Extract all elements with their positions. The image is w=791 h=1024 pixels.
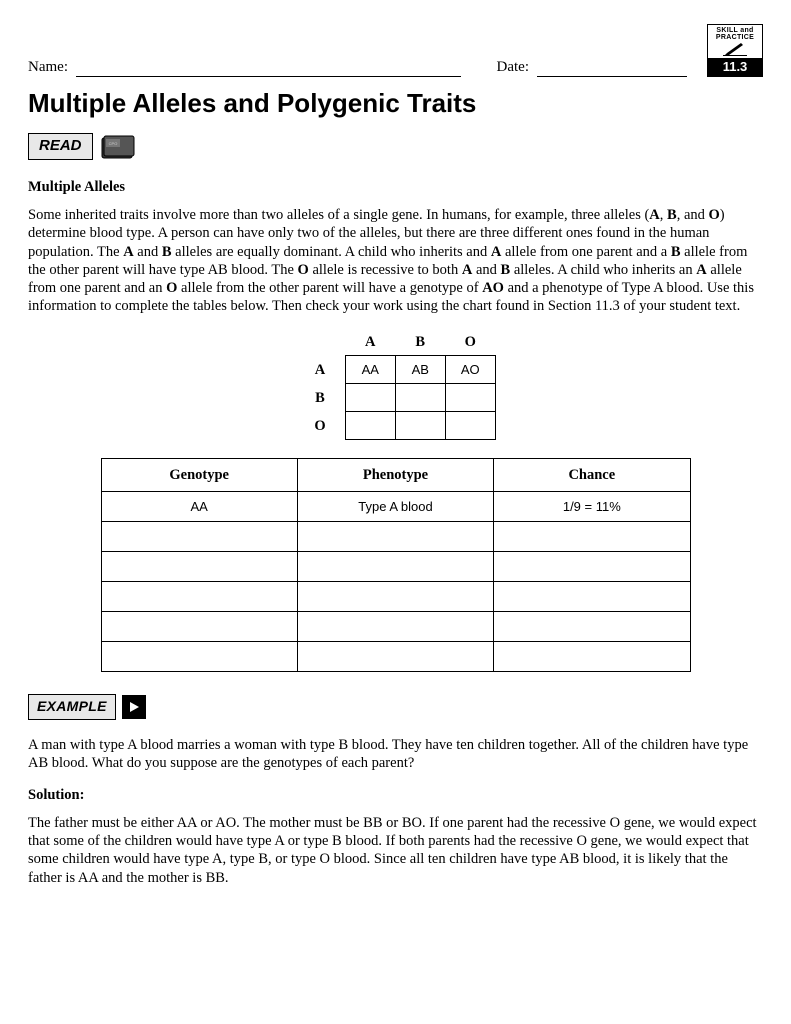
svg-text:CPO: CPO — [108, 141, 117, 146]
example-row: EXAMPLE — [28, 694, 763, 720]
genotype-phenotype-table: Genotype Phenotype Chance AA Type A bloo… — [101, 458, 691, 672]
gp-cell[interactable] — [297, 642, 493, 672]
pencil-icon — [723, 43, 747, 57]
solution-text: The father must be either AA or AO. The … — [28, 814, 763, 887]
gp-cell[interactable] — [494, 522, 690, 552]
book-icon: CPO — [101, 134, 135, 160]
punnett-col-B: B — [395, 329, 445, 356]
section-heading: Multiple Alleles — [28, 178, 763, 196]
gp-cell[interactable] — [101, 552, 297, 582]
gp-cell[interactable] — [101, 582, 297, 612]
header-row: Name: Date: SKILL and PRACTICE 11.3 — [28, 24, 763, 77]
punnett-col-O: O — [445, 329, 495, 356]
punnett-cell[interactable]: AA — [345, 356, 395, 384]
name-label: Name: — [28, 58, 68, 77]
date-input-line[interactable] — [537, 61, 687, 77]
example-badge: EXAMPLE — [28, 694, 116, 720]
skill-text-2: PRACTICE — [708, 34, 762, 41]
gp-cell[interactable] — [297, 522, 493, 552]
read-badge: READ — [28, 133, 93, 160]
gp-header-phenotype: Phenotype — [297, 459, 493, 492]
punnett-row-O: O — [295, 412, 345, 440]
punnett-cell[interactable] — [395, 412, 445, 440]
table-row — [101, 522, 690, 552]
gp-header-chance: Chance — [494, 459, 690, 492]
unit-number: 11.3 — [708, 58, 762, 76]
punnett-cell[interactable]: AB — [395, 356, 445, 384]
table-row — [101, 642, 690, 672]
page-title: Multiple Alleles and Polygenic Traits — [28, 87, 763, 120]
punnett-cell[interactable] — [445, 412, 495, 440]
table-row — [101, 612, 690, 642]
table-row: AA Type A blood 1/9 = 11% — [101, 492, 690, 522]
punnett-cell[interactable] — [445, 384, 495, 412]
gp-cell[interactable]: 1/9 = 11% — [494, 492, 690, 522]
punnett-row-A: A — [295, 356, 345, 384]
punnett-square: A B O A AA AB AO B O — [28, 329, 763, 440]
gp-cell[interactable] — [297, 612, 493, 642]
punnett-cell[interactable] — [345, 384, 395, 412]
table-row — [101, 552, 690, 582]
gp-cell[interactable] — [494, 582, 690, 612]
gp-cell[interactable] — [494, 612, 690, 642]
date-label: Date: — [497, 58, 529, 77]
read-row: READ CPO — [28, 133, 763, 160]
example-question: A man with type A blood marries a woman … — [28, 736, 763, 772]
gp-cell[interactable] — [297, 552, 493, 582]
gp-cell[interactable] — [494, 552, 690, 582]
gp-cell[interactable]: Type A blood — [297, 492, 493, 522]
skill-text-1: SKILL and — [708, 27, 762, 34]
gp-cell[interactable]: AA — [101, 492, 297, 522]
gp-cell[interactable] — [297, 582, 493, 612]
solution-label: Solution: — [28, 786, 763, 804]
table-row — [101, 582, 690, 612]
gp-cell[interactable] — [101, 642, 297, 672]
punnett-cell[interactable]: AO — [445, 356, 495, 384]
punnett-cell[interactable] — [395, 384, 445, 412]
punnett-col-A: A — [345, 329, 395, 356]
punnett-cell[interactable] — [345, 412, 395, 440]
gp-cell[interactable] — [494, 642, 690, 672]
gp-cell[interactable] — [101, 522, 297, 552]
skill-practice-badge: SKILL and PRACTICE 11.3 — [707, 24, 763, 77]
play-icon — [122, 695, 146, 719]
gp-header-genotype: Genotype — [101, 459, 297, 492]
intro-paragraph: Some inherited traits involve more than … — [28, 206, 763, 315]
name-input-line[interactable] — [76, 61, 461, 77]
gp-cell[interactable] — [101, 612, 297, 642]
punnett-row-B: B — [295, 384, 345, 412]
